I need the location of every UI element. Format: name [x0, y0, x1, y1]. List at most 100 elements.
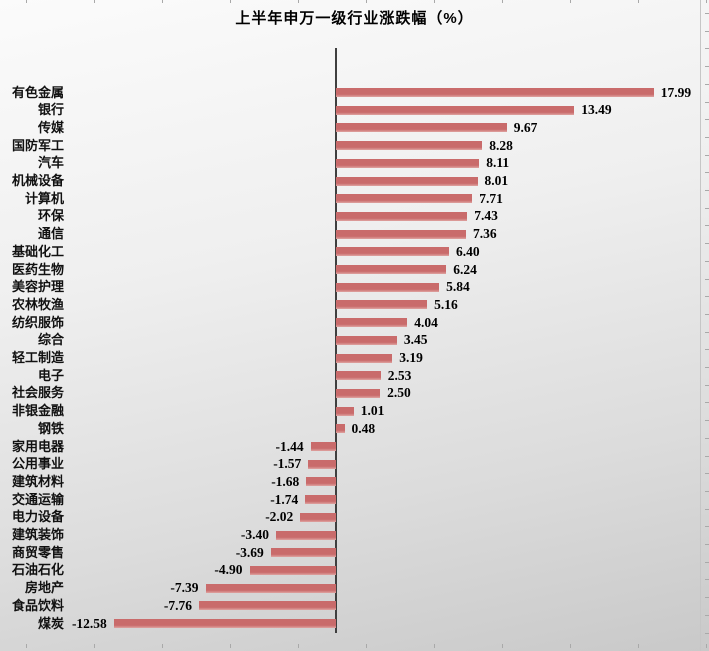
category-label: 医药生物 — [11, 261, 64, 277]
value-label: 0.48 — [351, 420, 376, 436]
category-label: 交通运输 — [11, 491, 64, 507]
spreadsheet-row-tick — [705, 313, 709, 315]
spreadsheet-row-tick — [705, 66, 709, 68]
category-label: 机械设备 — [11, 173, 64, 188]
category-label: 纺织服饰 — [11, 314, 64, 330]
bar — [113, 619, 336, 628]
category-label: 石油石化 — [11, 562, 64, 578]
category-label: 美容护理 — [11, 279, 64, 295]
spreadsheet-column-tick — [570, 0, 571, 3]
bar — [336, 406, 354, 416]
spreadsheet-column-tick — [298, 644, 299, 648]
bar — [270, 548, 336, 558]
category-label: 计算机 — [24, 190, 64, 206]
spreadsheet-column-tick — [94, 644, 95, 648]
spreadsheet-column-tick — [366, 0, 367, 3]
value-label: 6.24 — [453, 261, 477, 277]
spreadsheet-row-tick — [705, 384, 709, 386]
spreadsheet-row-tick — [705, 136, 709, 138]
value-label: 6.40 — [456, 243, 480, 259]
value-label: 3.19 — [399, 350, 423, 365]
category-label: 非银金融 — [11, 403, 64, 419]
spreadsheet-row-tick — [705, 101, 709, 103]
value-label: 8.11 — [486, 155, 510, 171]
spreadsheet-column-tick — [26, 0, 27, 3]
category-label: 汽车 — [37, 155, 64, 171]
bar — [336, 211, 468, 221]
spreadsheet-row-tick — [705, 30, 709, 32]
category-label: 食品饮料 — [11, 597, 64, 613]
value-label: -12.58 — [71, 615, 107, 631]
value-label: 9.67 — [513, 119, 538, 135]
bar — [336, 158, 480, 168]
value-label: -3.69 — [235, 544, 264, 560]
spreadsheet-row-tick — [705, 13, 709, 14]
category-label: 社会服务 — [11, 385, 64, 401]
value-label: -2.02 — [265, 509, 294, 525]
value-label: -7.76 — [163, 597, 192, 613]
bar — [308, 459, 336, 469]
spreadsheet-column-tick — [230, 0, 231, 3]
bar — [336, 282, 440, 292]
value-label: 5.84 — [446, 279, 470, 295]
value-label: 7.71 — [479, 190, 503, 206]
spreadsheet-row-tick — [705, 526, 709, 528]
category-label: 有色金属 — [11, 84, 64, 100]
bar — [305, 495, 336, 505]
spreadsheet-row-tick — [705, 597, 709, 599]
spreadsheet-row-tick — [705, 172, 709, 174]
spreadsheet-row-tick — [705, 243, 709, 245]
category-label: 国防军工 — [11, 137, 64, 153]
bar — [249, 565, 336, 575]
bar — [336, 353, 393, 363]
bar — [336, 176, 478, 186]
spreadsheet-row-tick — [705, 119, 709, 121]
spreadsheet-row-tick — [705, 207, 709, 209]
spreadsheet-row-tick — [705, 632, 709, 634]
spreadsheet-column-line — [700, 0, 701, 651]
spreadsheet-row-tick — [705, 561, 709, 563]
value-label: 13.49 — [581, 102, 612, 118]
spreadsheet-row-tick — [705, 48, 709, 50]
bar — [276, 530, 336, 540]
category-label: 电力设备 — [11, 509, 64, 525]
bar — [336, 388, 381, 398]
bar — [336, 141, 483, 151]
spreadsheet-row-tick — [705, 420, 709, 422]
category-label: 轻工制造 — [11, 350, 64, 365]
category-label: 环保 — [37, 208, 64, 224]
value-label: 7.36 — [473, 226, 497, 242]
value-label: 1.01 — [360, 403, 385, 419]
bar — [336, 424, 345, 434]
bar — [336, 194, 473, 204]
value-label: -1.68 — [271, 473, 300, 489]
spreadsheet-column-tick — [162, 644, 163, 648]
category-label: 电子 — [37, 367, 64, 383]
spreadsheet-column-tick — [366, 644, 367, 648]
spreadsheet-row-tick — [705, 473, 709, 475]
spreadsheet-column-tick — [502, 0, 503, 3]
bar — [336, 105, 575, 115]
value-label: 4.04 — [414, 314, 438, 330]
value-label: -1.57 — [273, 456, 302, 472]
spreadsheet-row-tick — [705, 225, 709, 227]
bar — [310, 442, 336, 451]
spreadsheet-column-tick — [26, 644, 27, 648]
value-label: 2.53 — [387, 367, 412, 383]
value-label: 7.43 — [474, 208, 498, 224]
bar — [336, 123, 507, 133]
spreadsheet-row-tick — [705, 260, 709, 262]
chart-title: 上半年申万一级行业涨跌幅（%） — [235, 10, 474, 27]
value-label: 8.28 — [489, 137, 513, 153]
spreadsheet-row-tick — [705, 437, 709, 439]
category-label: 基础化工 — [11, 243, 64, 259]
bar — [306, 477, 336, 487]
spreadsheet-row-tick — [705, 402, 709, 404]
value-label: 8.01 — [484, 173, 509, 188]
spreadsheet-column-tick — [706, 0, 707, 3]
value-label: -1.74 — [270, 491, 299, 507]
spreadsheet-row-tick — [705, 278, 709, 280]
spreadsheet-row-tick — [705, 83, 709, 85]
spreadsheet-column-tick — [638, 644, 639, 648]
